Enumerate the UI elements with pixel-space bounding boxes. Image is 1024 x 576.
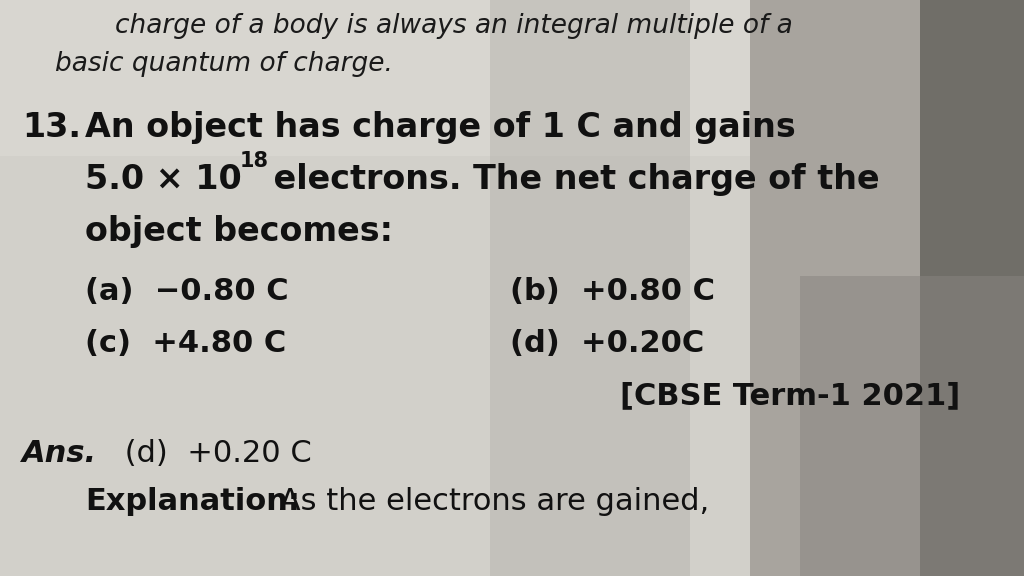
Text: Ans.: Ans. bbox=[22, 439, 97, 468]
Bar bbox=[490, 0, 690, 576]
Text: As the electrons are gained,: As the electrons are gained, bbox=[270, 487, 710, 516]
Text: 5.0 × 10: 5.0 × 10 bbox=[85, 163, 242, 196]
Text: 18: 18 bbox=[240, 151, 269, 171]
Bar bbox=[0, 0, 750, 156]
Text: 13.: 13. bbox=[22, 111, 81, 144]
Bar bbox=[0, 0, 750, 576]
Text: [CBSE Term-1 2021]: [CBSE Term-1 2021] bbox=[620, 381, 961, 410]
Text: charge of a body is always an integral multiple of a: charge of a body is always an integral m… bbox=[115, 13, 793, 39]
Text: (a)  −0.80 C: (a) −0.80 C bbox=[85, 277, 289, 306]
Bar bbox=[920, 0, 1024, 576]
Text: (b)  +0.80 C: (b) +0.80 C bbox=[510, 277, 715, 306]
Bar bbox=[800, 276, 1024, 576]
Text: electrons. The net charge of the: electrons. The net charge of the bbox=[262, 163, 880, 196]
Bar bbox=[750, 0, 1024, 576]
Text: Explanation:: Explanation: bbox=[85, 487, 300, 516]
Text: (d)  +0.20 C: (d) +0.20 C bbox=[115, 439, 311, 468]
Text: object becomes:: object becomes: bbox=[85, 215, 393, 248]
Text: basic quantum of charge.: basic quantum of charge. bbox=[55, 51, 393, 77]
Text: (d)  +0.20C: (d) +0.20C bbox=[510, 329, 705, 358]
Text: (c)  +4.80 C: (c) +4.80 C bbox=[85, 329, 287, 358]
Text: An object has charge of 1 C and gains: An object has charge of 1 C and gains bbox=[85, 111, 796, 144]
